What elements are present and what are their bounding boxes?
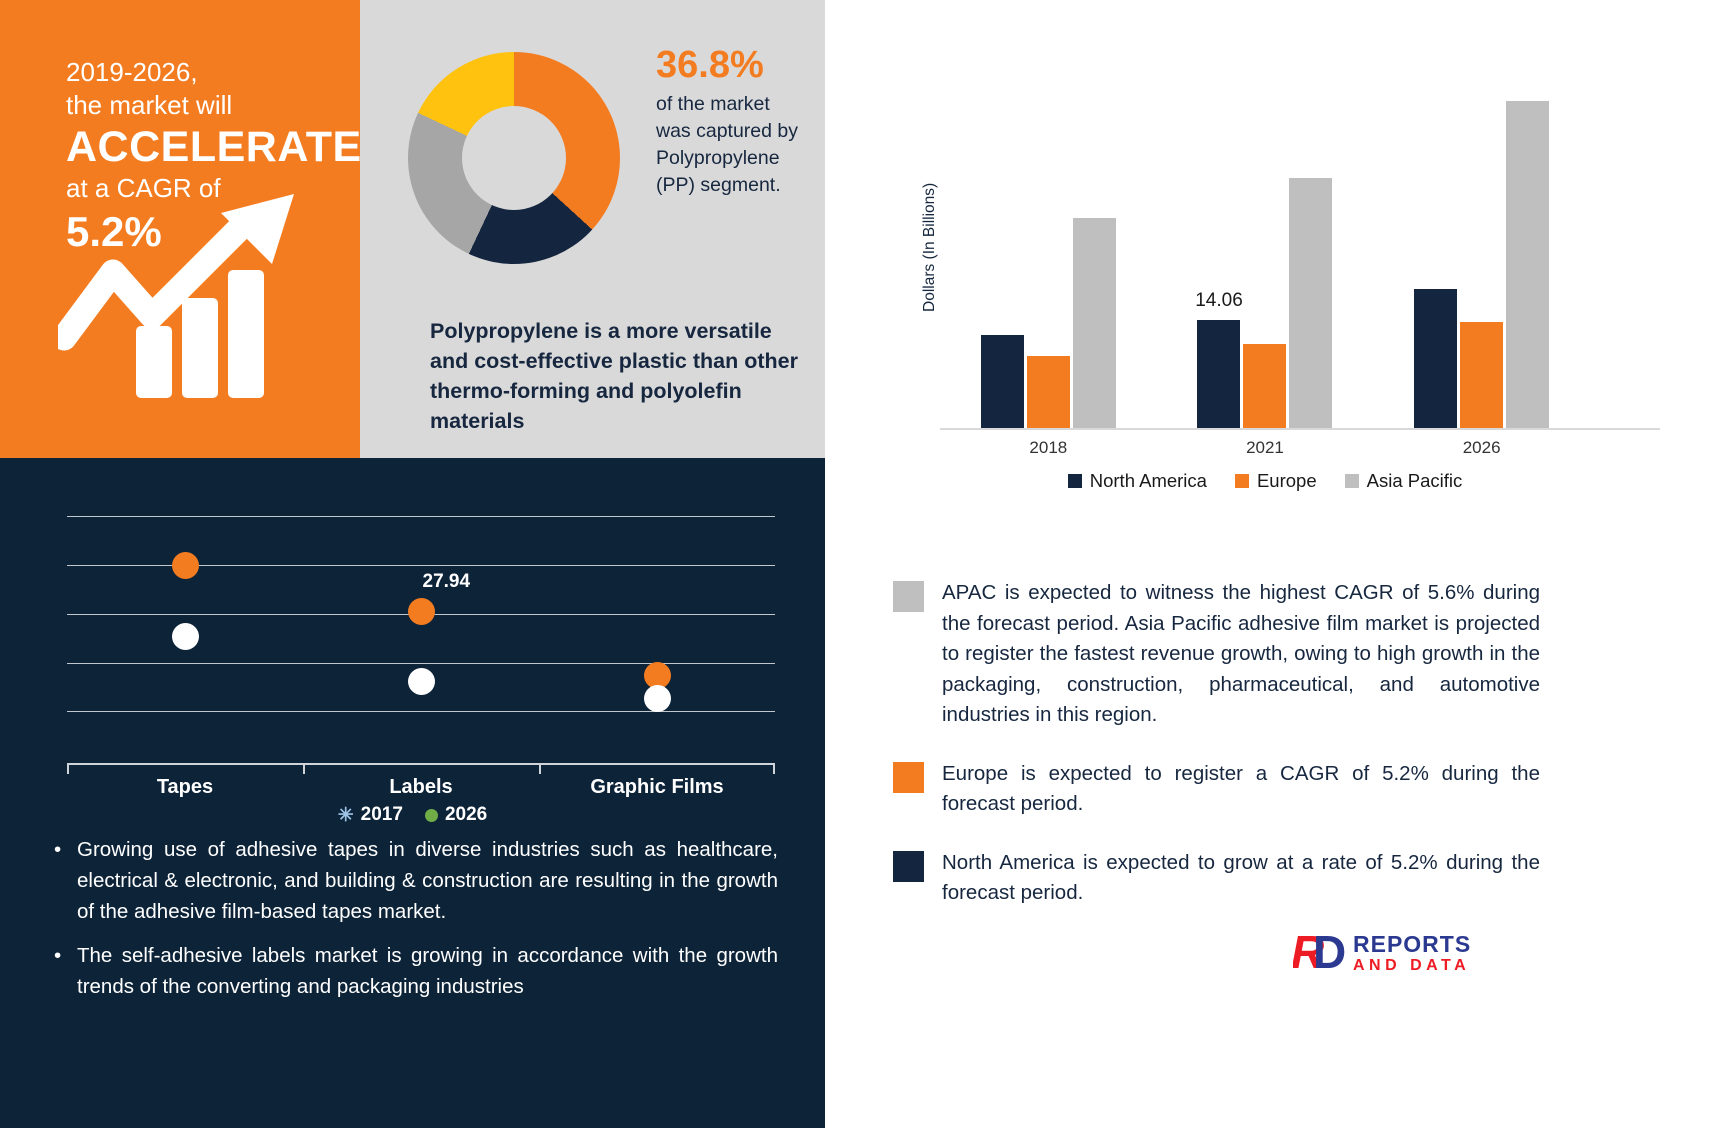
dot-axis-tick [302, 765, 305, 774]
bar-plot: 14.06 [940, 58, 1660, 430]
bar-xlabels: 2018 2021 2026 [940, 438, 1660, 458]
bar-north-america-2021: 14.06 [1195, 290, 1243, 428]
dot-data-label: 27.94 [422, 571, 471, 592]
dot-legend: ✳ 2017 2026 [0, 804, 825, 826]
dot-gridline [67, 565, 775, 566]
bar-asia-pacific-2026 [1506, 101, 1550, 428]
dot-2026-tapes [171, 551, 199, 579]
bar-group-2026 [1414, 101, 1550, 428]
apac-swatch [893, 581, 924, 612]
takeaway-north-america-text: North America is expected to grow at a r… [942, 850, 1540, 905]
dot-gridline [67, 711, 775, 712]
cagr-title: ACCELERATE [66, 123, 362, 171]
monogram-r: R [1293, 930, 1324, 976]
north-america-swatch [893, 850, 924, 882]
polypropylene-panel: 36.8% of the market was captured by Poly… [360, 0, 825, 458]
dot-legend-label-2017: 2017 [360, 804, 403, 825]
pp-stat-description: of the market was captured by Polypropyl… [656, 93, 798, 196]
dot-2017-graphic-films [643, 684, 671, 712]
dot-category-labels: Tapes Labels Graphic Films [67, 776, 775, 799]
pp-stat-number: 36.8% [656, 44, 764, 86]
takeaways: APAC is expected to witness the highest … [893, 578, 1540, 937]
asia-pacific-legend-swatch [1344, 474, 1359, 488]
bar-x-label-2018: 2018 [1029, 438, 1068, 457]
monogram-d: D [1313, 930, 1346, 976]
bar-europe-2026 [1460, 322, 1504, 428]
dot-category-tapes: Tapes [156, 776, 214, 798]
bar-europe-2021 [1243, 344, 1287, 428]
bar-legend-label-europe: Europe [1256, 470, 1317, 491]
bar-legend-item-europe: Europe [1234, 470, 1317, 492]
dot-gridline [67, 663, 775, 664]
bar-asia-pacific-2018 [1072, 218, 1116, 428]
dot-axis-tick [538, 765, 541, 774]
bullet-tapes: Growing use of adhesive tapes in diverse… [50, 834, 778, 927]
dot-legend-item-2026: 2026 [424, 804, 488, 826]
dot-2017-labels [407, 668, 435, 696]
logo-line2: AND DATA [1353, 956, 1471, 974]
asterisk-marker-icon: ✳ [337, 804, 354, 826]
cagr-panel: 2019-2026, the market will ACCELERATE at… [0, 0, 362, 458]
bar-legend-item-north-america: North America [1067, 470, 1207, 492]
bar-y-axis-label: Dollars (In Billions) [921, 182, 938, 312]
cagr-text-block: 2019-2026, the market will ACCELERATE at… [66, 56, 362, 259]
bar-north-america-2026 [1414, 289, 1458, 428]
bar-legend-label-asia-pacific: Asia Pacific [1366, 470, 1463, 491]
reports-and-data-logo: R D REPORTS AND DATA [1293, 930, 1471, 976]
dot-axis-tick [67, 765, 69, 774]
cagr-period: 2019-2026, [66, 57, 198, 87]
bar-legend-label-north-america: North America [1089, 470, 1207, 491]
europe-legend-swatch [1234, 474, 1249, 488]
dot-plot: 27.94 [67, 516, 775, 712]
takeaway-apac: APAC is expected to witness the highest … [893, 578, 1540, 731]
dot-category-labels: Labels [389, 776, 453, 798]
bar-x-label-2026: 2026 [1462, 438, 1501, 457]
dot-axis-tick [773, 765, 775, 774]
logo-line1: REPORTS [1353, 930, 1472, 957]
cagr-value: 5.2% [66, 208, 162, 255]
dot-legend-item-2017: ✳ 2017 [338, 804, 403, 826]
bar-group-2021: 14.06 [1195, 178, 1333, 428]
north-america-legend-swatch [1067, 474, 1082, 488]
pp-donut-chart [408, 52, 620, 264]
dot-2026-labels: 27.94 [407, 571, 470, 625]
bar-north-america-2018 [980, 335, 1024, 428]
rd-monogram-icon: R D [1293, 930, 1346, 976]
takeaway-apac-text: APAC is expected to witness the highest … [942, 581, 1540, 726]
europe-swatch [893, 761, 924, 793]
cagr-line2: the market will [66, 90, 233, 120]
bar-data-label: 14.06 [1195, 290, 1243, 311]
logo-text: REPORTS AND DATA [1353, 930, 1472, 975]
bar-asia-pacific-2021 [1289, 178, 1333, 428]
segments-panel: 27.94 Tapes Labels Graphic Films ✳ 2017 2026… [0, 458, 825, 1128]
takeaway-north-america: North America is expected to grow at a r… [893, 848, 1540, 909]
pp-stat-block: 36.8% of the market was captured by Poly… [656, 42, 808, 199]
bar-x-label-2021: 2021 [1246, 438, 1284, 457]
pp-note: Polypropylene is a more versatile and co… [430, 319, 798, 433]
bar-europe-2018 [1026, 356, 1070, 428]
bar-legend: North America Europe Asia Pacific [940, 470, 1590, 492]
dot-gridline [67, 516, 775, 517]
circle-marker-icon [424, 808, 438, 822]
bar-group-2018 [980, 218, 1116, 428]
dot-category-graphic-films: Graphic Films [590, 776, 724, 798]
market-bullets: Growing use of adhesive tapes in diverse… [50, 834, 778, 1015]
dot-2017-tapes [171, 622, 199, 650]
bar-legend-item-asia-pacific: Asia Pacific [1344, 470, 1463, 492]
takeaway-europe-text: Europe is expected to register a CAGR of… [942, 761, 1540, 816]
growth-arrow-icon [58, 194, 294, 398]
takeaway-europe: Europe is expected to register a CAGR of… [893, 759, 1540, 820]
dot-x-axis [67, 763, 775, 774]
cagr-line4: at a CAGR of [66, 173, 221, 203]
bullet-labels: The self-adhesive labels market is growi… [50, 940, 778, 1002]
dot-legend-label-2026: 2026 [444, 804, 488, 825]
